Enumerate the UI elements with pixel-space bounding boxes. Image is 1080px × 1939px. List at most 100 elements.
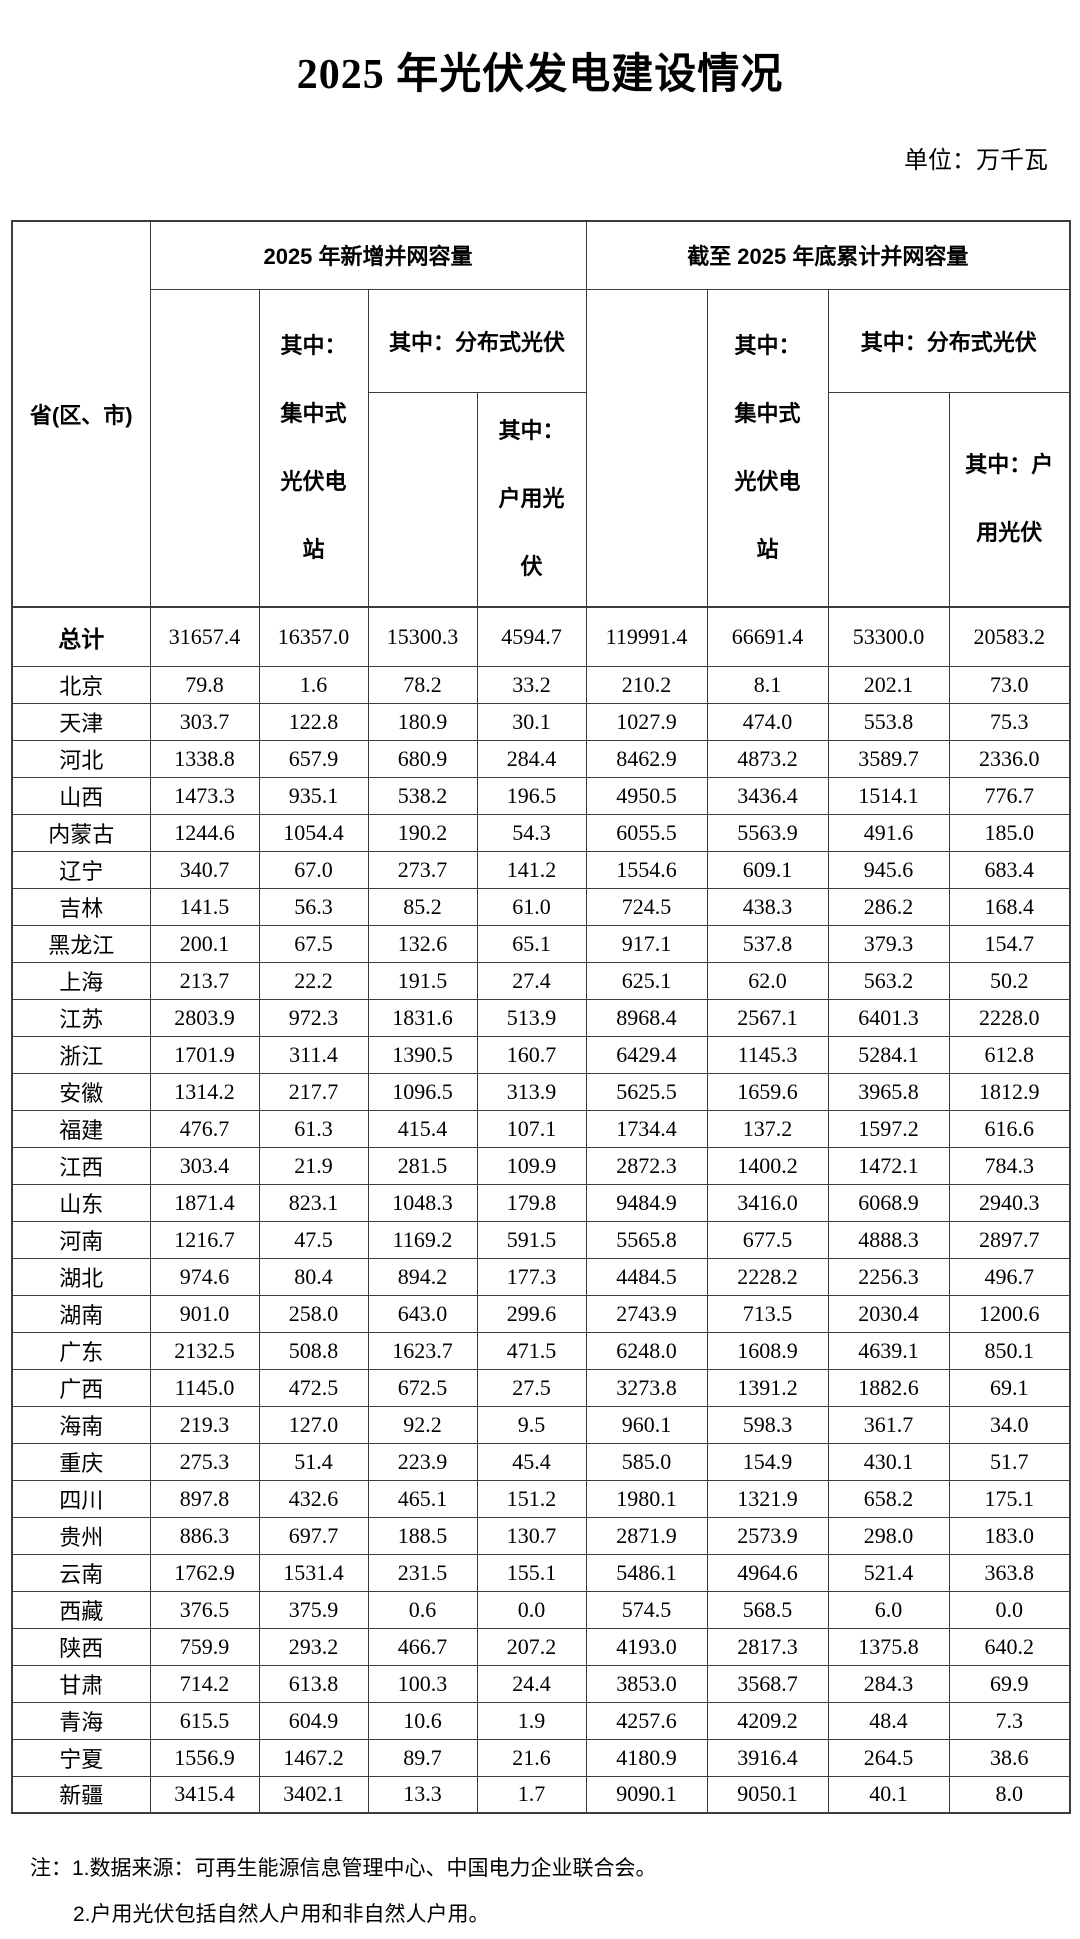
value-cell: 79.8: [149, 665, 260, 704]
value-cell: 2228.0: [948, 998, 1071, 1037]
value-cell: 974.6: [149, 1257, 260, 1296]
value-cell: 4180.9: [585, 1738, 708, 1777]
value-cell: 281.5: [367, 1146, 478, 1185]
value-cell: 776.7: [948, 776, 1071, 815]
province-name: 重庆: [11, 1442, 151, 1481]
value-cell: 3415.4: [149, 1775, 260, 1814]
table-header: 省(区、市) 2025 年新增并网容量 截至 2025 年底累计并网容量 其中：…: [11, 220, 1071, 608]
value-cell: 1145.0: [149, 1368, 260, 1407]
value-cell: 1244.6: [149, 813, 260, 852]
header-row-household: 其中： 户用光 伏 其中：户 用光伏: [12, 391, 1071, 608]
value-cell: 119991.4: [585, 606, 708, 667]
table-row: 天津 303.7 122.8 180.9 30.1 1027.9 474.0 553.8 75.…: [11, 702, 1071, 741]
value-cell: 21.6: [476, 1738, 587, 1777]
sub-header-household-cumulative: 其中：户 用光伏: [948, 391, 1071, 608]
value-cell: 51.4: [258, 1442, 369, 1481]
group-header-new-capacity: 2025 年新增并网容量: [149, 220, 587, 290]
value-cell: 491.6: [827, 813, 950, 852]
value-cell: 1623.7: [367, 1331, 478, 1370]
value-cell: 1391.2: [706, 1368, 829, 1407]
table-row: 新疆 3415.4 3402.1 13.3 1.7 9090.1 9050.1 40.1 8.0: [11, 1775, 1071, 1814]
value-cell: 213.7: [149, 961, 260, 1000]
value-cell: 6068.9: [827, 1183, 950, 1222]
value-cell: 10.6: [367, 1701, 478, 1740]
group-header-cumulative-capacity: 截至 2025 年底累计并网容量: [585, 220, 1071, 290]
value-cell: 643.0: [367, 1294, 478, 1333]
value-cell: 3965.8: [827, 1072, 950, 1111]
value-cell: 207.2: [476, 1627, 587, 1666]
value-cell: 1597.2: [827, 1109, 950, 1148]
value-cell: 4209.2: [706, 1701, 829, 1740]
table-row: 重庆 275.3 51.4 223.9 45.4 585.0 154.9 430.1 51.7: [11, 1442, 1071, 1481]
value-cell: 61.3: [258, 1109, 369, 1148]
province-name: 安徽: [11, 1072, 151, 1111]
province-name: 四川: [11, 1479, 151, 1518]
value-cell: 5486.1: [585, 1553, 708, 1592]
value-cell: 109.9: [476, 1146, 587, 1185]
value-cell: 313.9: [476, 1072, 587, 1111]
value-cell: 563.2: [827, 961, 950, 1000]
table-row: 内蒙古 1244.6 1054.4 190.2 54.3 6055.5 5563.9 491.…: [11, 813, 1071, 852]
value-cell: 472.5: [258, 1368, 369, 1407]
value-cell: 658.2: [827, 1479, 950, 1518]
value-cell: 8462.9: [585, 739, 708, 778]
value-cell: 585.0: [585, 1442, 708, 1481]
value-cell: 3589.7: [827, 739, 950, 778]
value-cell: 51.7: [948, 1442, 1071, 1481]
value-cell: 945.6: [827, 850, 950, 889]
value-cell: 609.1: [706, 850, 829, 889]
value-cell: 1321.9: [706, 1479, 829, 1518]
value-cell: 4257.6: [585, 1701, 708, 1740]
value-cell: 1514.1: [827, 776, 950, 815]
table-row: 黑龙江 200.1 67.5 132.6 65.1 917.1 537.8 379.3 154.…: [11, 924, 1071, 963]
value-cell: 850.1: [948, 1331, 1071, 1370]
sub-header-centralized-new: 其中： 集中式 光伏电 站: [258, 288, 369, 608]
table-row: 吉林 141.5 56.3 85.2 61.0 724.5 438.3 286.2 168.4: [11, 887, 1071, 926]
value-cell: 612.8: [948, 1035, 1071, 1074]
sub-header-household-new: 其中： 户用光 伏: [476, 391, 587, 608]
province-name: 云南: [11, 1553, 151, 1592]
footnote-household-definition: 2.户用光伏包括自然人户用和非自然人户用。: [73, 1903, 490, 1926]
value-cell: 1.6: [258, 665, 369, 704]
value-cell: 69.9: [948, 1664, 1071, 1703]
value-cell: 54.3: [476, 813, 587, 852]
pv-construction-table: 省(区、市) 2025 年新增并网容量 截至 2025 年底累计并网容量 其中：…: [11, 220, 1072, 1814]
sub-header-distributed-cumulative: 其中：分布式光伏: [827, 288, 1071, 393]
value-cell: 1375.8: [827, 1627, 950, 1666]
value-cell: 7.3: [948, 1701, 1071, 1740]
value-cell: 677.5: [706, 1220, 829, 1259]
value-cell: 1169.2: [367, 1220, 478, 1259]
page-title: 2025 年光伏发电建设情况: [296, 52, 784, 98]
value-cell: 1473.3: [149, 776, 260, 815]
distributed-new-blank-cell: [367, 391, 478, 608]
table-row: 安徽 1314.2 217.7 1096.5 313.9 5625.5 1659.6 3965…: [11, 1072, 1071, 1111]
value-cell: 513.9: [476, 998, 587, 1037]
value-cell: 62.0: [706, 961, 829, 1000]
value-cell: 6055.5: [585, 813, 708, 852]
value-cell: 465.1: [367, 1479, 478, 1518]
value-cell: 303.4: [149, 1146, 260, 1185]
province-name: 甘肃: [11, 1664, 151, 1703]
value-cell: 4888.3: [827, 1220, 950, 1259]
value-cell: 1.7: [476, 1775, 587, 1814]
value-cell: 196.5: [476, 776, 587, 815]
value-cell: 568.5: [706, 1590, 829, 1629]
value-cell: 521.4: [827, 1553, 950, 1592]
value-cell: 2573.9: [706, 1516, 829, 1555]
header-row-sub: 其中： 集中式 光伏电 站 其中：分布式光伏 其中： 集中式 光伏电 站 其中：…: [12, 288, 1071, 608]
value-cell: 69.1: [948, 1368, 1071, 1407]
value-cell: 1659.6: [706, 1072, 829, 1111]
value-cell: 714.2: [149, 1664, 260, 1703]
value-cell: 6.0: [827, 1590, 950, 1629]
value-cell: 21.9: [258, 1146, 369, 1185]
value-cell: 188.5: [367, 1516, 478, 1555]
province-name: 湖北: [11, 1257, 151, 1296]
value-cell: 20583.2: [948, 606, 1071, 667]
province-name: 广西: [11, 1368, 151, 1407]
value-cell: 1608.9: [706, 1331, 829, 1370]
value-cell: 379.3: [827, 924, 950, 963]
province-name: 福建: [11, 1109, 151, 1148]
value-cell: 1980.1: [585, 1479, 708, 1518]
value-cell: 1556.9: [149, 1738, 260, 1777]
value-cell: 683.4: [948, 850, 1071, 889]
